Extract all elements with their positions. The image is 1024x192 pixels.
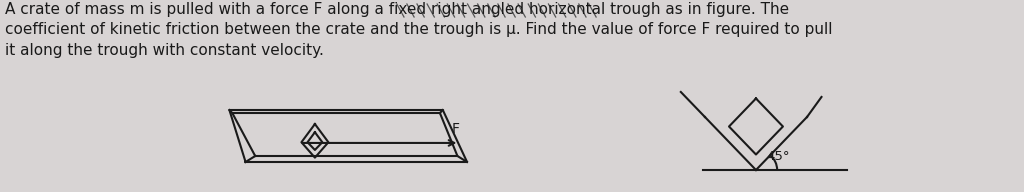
Text: 45°: 45° <box>767 150 791 163</box>
Text: A crate of mass m is pulled with a force F along a fixed right angled horizontal: A crate of mass m is pulled with a force… <box>5 2 833 58</box>
Text: F: F <box>452 122 460 136</box>
